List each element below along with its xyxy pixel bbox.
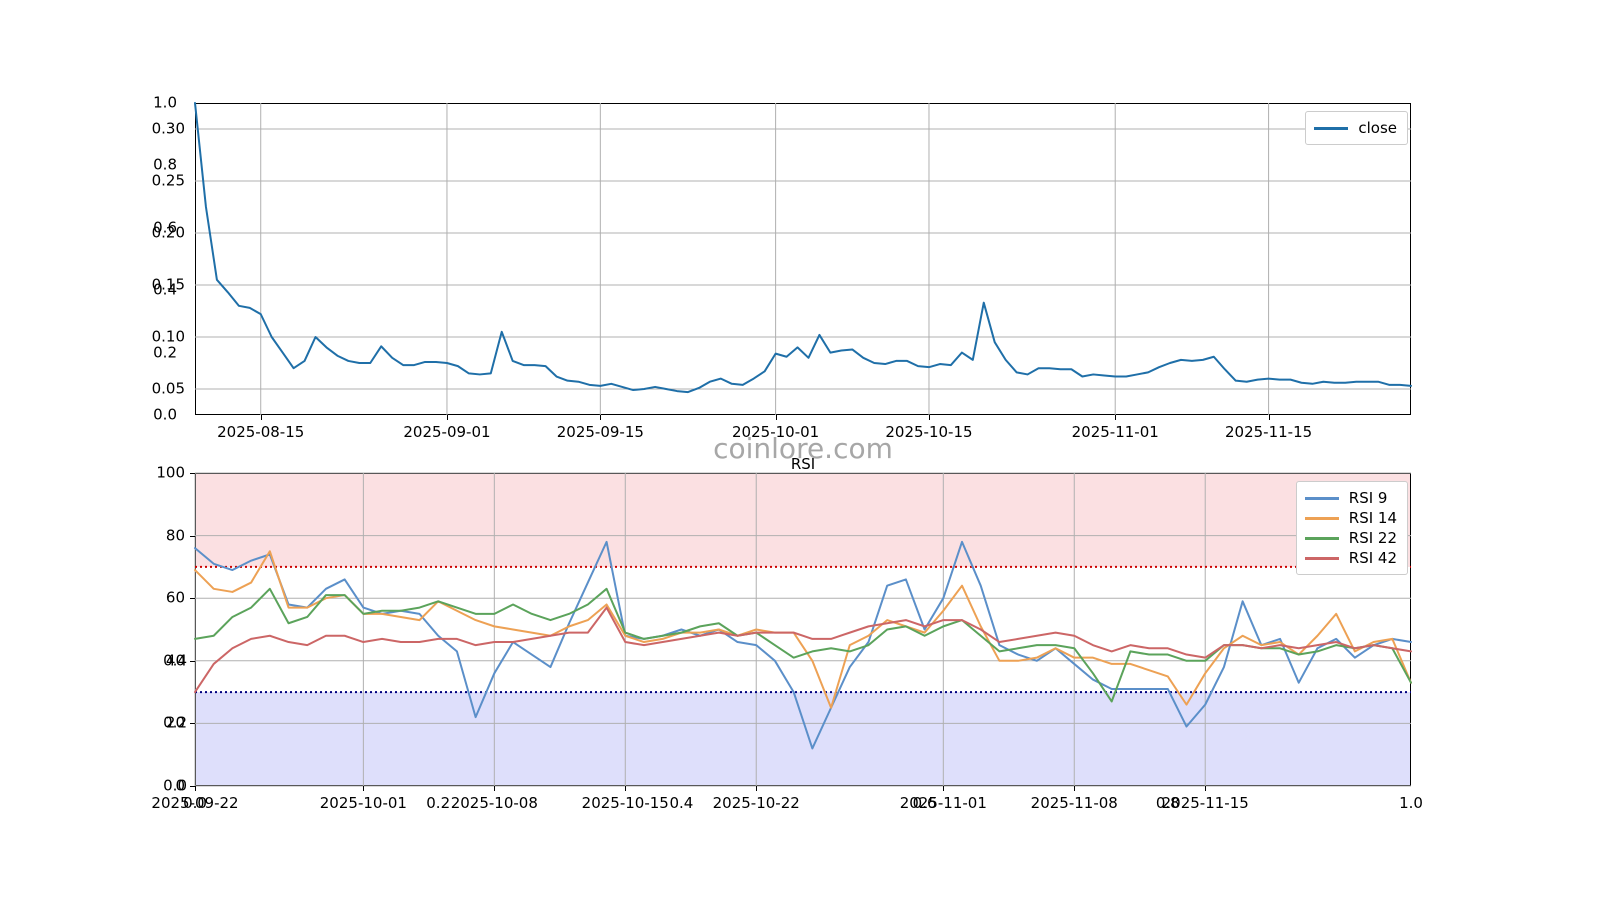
rsi-threshold-bands [195, 473, 1411, 786]
rsi-y-tickmark [190, 723, 195, 725]
price-y-tick-0.25: 0.25 [151, 171, 185, 190]
rsi-x-tickmark [756, 786, 758, 791]
rsi-y-tick-secondary-0.2: 0.2 [163, 713, 187, 732]
legend-line-swatch-icon [1314, 126, 1349, 130]
price-legend-item[interactable]: close [1314, 118, 1397, 138]
legend-line-swatch-icon [1304, 516, 1339, 520]
watermark: coinlore.com [713, 432, 893, 465]
rsi-y-tickmark [190, 660, 195, 662]
rsi-x-tick-secondary-0.8: 0.8 [1155, 794, 1180, 812]
price-y-tick-0.05: 0.05 [151, 379, 185, 398]
rsi-band-overbought [195, 473, 1411, 567]
price-x-tickmark [928, 415, 930, 420]
price-x-tickmark [260, 415, 262, 420]
rsi-x-tick-secondary-1.0: 1.0 [1399, 794, 1423, 812]
price-y-tick-0.30: 0.30 [151, 119, 185, 138]
rsi-y-tick-0: 0 [175, 776, 185, 795]
price-x-tick-2025-09-15: 2025-09-15 [556, 423, 644, 441]
rsi-legend[interactable]: RSI 9 RSI 14 RSI 22 RSI 42 [1295, 481, 1408, 575]
rsi-series-plot [194, 540, 1412, 750]
price-y-tick-0.15: 0.15 [151, 275, 185, 294]
price-x-tick-2025-11-15: 2025-11-15 [1224, 423, 1313, 441]
price-y-tick-0.20: 0.20 [151, 223, 185, 242]
rsi-x-tick-2025-10-01: 2025-10-01 [319, 794, 407, 812]
rsi-x-tick-secondary-0.2: 0.2 [426, 794, 451, 812]
rsi-x-tick-2025-10-22: 2025-10-22 [712, 794, 800, 812]
rsi-x-tick-2025-11-01: 2025-11-01 [899, 794, 987, 812]
rsi-x-tick-secondary-0.4: 0.4 [669, 794, 694, 812]
rsi-legend-item[interactable]: RSI 22 [1304, 528, 1397, 548]
price-x-tickmark [775, 415, 777, 420]
rsi-y-tickmark [190, 786, 195, 787]
rsi-x-tick-2025-10-15: 2025-10-15 [581, 794, 669, 812]
price-x-tick-2025-10-01: 2025-10-01 [732, 423, 820, 441]
price-plot-frame [195, 103, 1411, 415]
rsi-legend-item[interactable]: RSI 42 [1304, 548, 1397, 568]
price-y-tick-secondary-0.4: 0.4 [153, 280, 177, 299]
price-x-tickmark [1115, 415, 1117, 420]
rsi-legend-label: RSI 9 [1348, 489, 1388, 507]
rsi-x-tick-2025-09-22: 2025-09-22 [151, 794, 239, 812]
price-y-tick-secondary-1.0: 1.0 [153, 93, 177, 112]
price-x-tickmark [600, 415, 602, 420]
rsi-band-oversold [195, 692, 1411, 786]
rsi-x-tickmark [1074, 786, 1076, 791]
rsi-y-tick-secondary-0.0: 0.0 [163, 776, 187, 795]
rsi-legend-label: RSI 14 [1348, 509, 1397, 527]
rsi-y-tick-secondary-0.4: 0.4 [163, 651, 187, 670]
rsi-chart-panel: RSI 9 RSI 14 RSI 22 RSI 42 [194, 472, 1412, 787]
price-y-tick-0.10: 0.10 [151, 327, 185, 346]
rsi-legend-label: RSI 22 [1348, 529, 1397, 547]
price-y-tick-secondary-0.0: 0.0 [153, 405, 177, 424]
rsi-y-tickmark [190, 473, 195, 474]
rsi-y-tickmark [190, 535, 195, 537]
rsi-x-tick-2025-11-08: 2025-11-08 [1030, 794, 1118, 812]
price-y-tick-secondary-0.6: 0.6 [153, 218, 177, 237]
price-gridlines [195, 103, 1411, 415]
rsi-legend-item[interactable]: RSI 14 [1304, 508, 1397, 528]
legend-line-swatch-icon [1304, 496, 1339, 500]
rsi-x-tick-secondary-0.0: 0.0 [183, 794, 207, 812]
rsi-x-tick-2025-10-08: 2025-10-08 [450, 794, 538, 812]
rsi-x-tickmark [625, 786, 627, 791]
price-legend[interactable]: close [1305, 111, 1408, 145]
rsi-y-tick-80: 80 [165, 526, 185, 545]
rsi-x-tickmark [195, 786, 196, 791]
legend-line-swatch-icon [1304, 556, 1339, 560]
price-chart-panel: close [194, 102, 1412, 415]
price-y-tick-secondary-0.8: 0.8 [153, 155, 177, 174]
price-legend-label: close [1358, 119, 1397, 137]
rsi-x-tickmark [943, 786, 945, 791]
price-x-tick-2025-09-01: 2025-09-01 [403, 423, 491, 441]
rsi-y-tick-100: 100 [156, 463, 185, 482]
rsi-x-tick-secondary-0.6: 0.6 [912, 794, 937, 812]
price-x-tick-2025-08-15: 2025-08-15 [217, 423, 305, 441]
rsi-panel-title: RSI [790, 455, 816, 473]
rsi-x-tick-2025-11-15: 2025-11-15 [1161, 794, 1249, 812]
price-x-tickmark [1268, 415, 1270, 420]
legend-line-swatch-icon [1304, 536, 1339, 540]
rsi-x-tickmark [494, 786, 496, 791]
price-x-tick-2025-11-01: 2025-11-01 [1071, 423, 1159, 441]
price-x-tickmark [446, 415, 448, 420]
rsi-legend-item[interactable]: RSI 9 [1304, 488, 1397, 508]
price-y-tick-secondary-0.2: 0.2 [153, 343, 177, 362]
rsi-y-tick-40: 40 [165, 651, 185, 670]
rsi-x-tickmark [363, 786, 365, 791]
price-x-tick-2025-10-15: 2025-10-15 [885, 423, 973, 441]
price-series-plot [194, 102, 1412, 394]
rsi-legend-label: RSI 42 [1348, 549, 1397, 567]
rsi-x-tickmark [1205, 786, 1207, 791]
rsi-y-tick-20: 20 [165, 713, 185, 732]
rsi-y-tick-60: 60 [165, 588, 185, 607]
rsi-y-tickmark [190, 598, 195, 600]
